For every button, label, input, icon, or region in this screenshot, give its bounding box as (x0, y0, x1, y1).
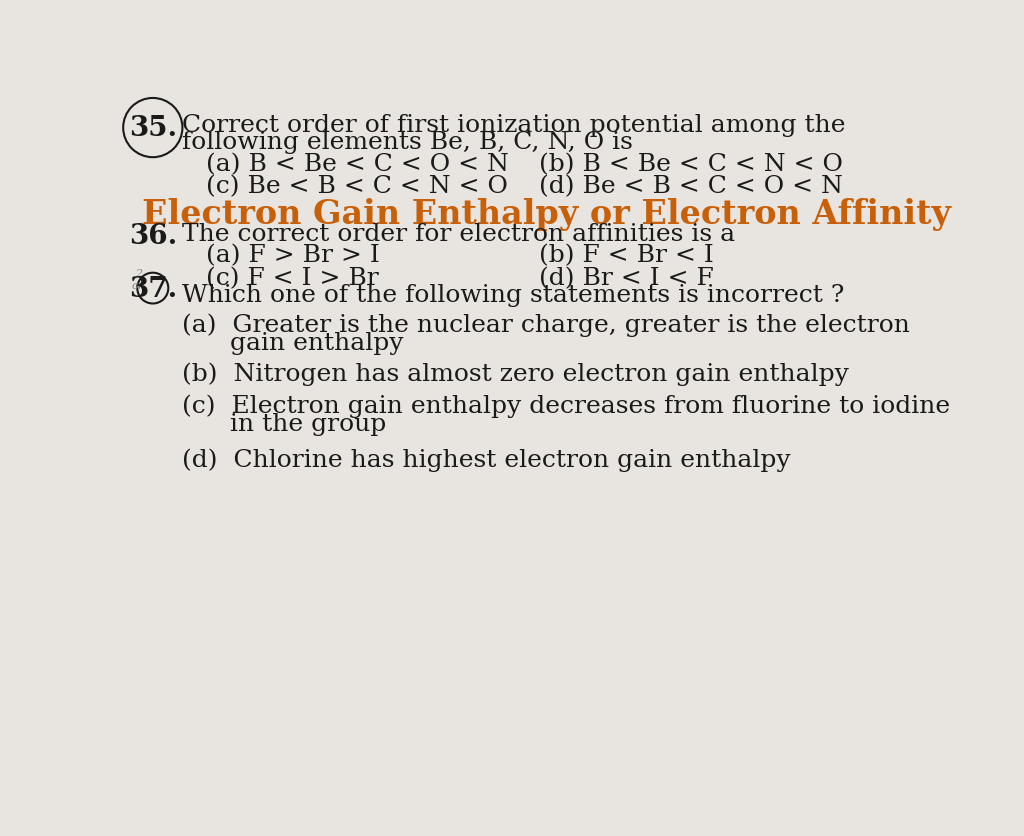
Text: (d) Be < B < C < O < N: (d) Be < B < C < O < N (539, 175, 843, 198)
Text: 36.: 36. (129, 222, 177, 250)
Text: 37.: 37. (129, 275, 177, 303)
Text: 35.: 35. (129, 115, 177, 142)
Text: (c) Be < B < C < N < O: (c) Be < B < C < N < O (206, 175, 507, 198)
Text: (b) F < Br < I: (b) F < Br < I (539, 244, 714, 268)
Text: (c) F < I > Br: (c) F < I > Br (206, 268, 378, 290)
Text: 2
on: 2 on (132, 268, 145, 290)
Text: (d) Br < I < F: (d) Br < I < F (539, 268, 714, 290)
Text: Electron Gain Enthalpy or Electron Affinity: Electron Gain Enthalpy or Electron Affin… (142, 198, 951, 231)
Text: (d)  Chlorine has highest electron gain enthalpy: (d) Chlorine has highest electron gain e… (182, 448, 791, 472)
Text: (b)  Nitrogen has almost zero electron gain enthalpy: (b) Nitrogen has almost zero electron ga… (182, 362, 849, 385)
Text: in the group: in the group (182, 413, 386, 436)
Text: Correct order of first ionization potential among the: Correct order of first ionization potent… (182, 114, 846, 136)
Text: (c)  Electron gain enthalpy decreases from fluorine to iodine: (c) Electron gain enthalpy decreases fro… (182, 394, 950, 418)
Text: (a)  Greater is the nuclear charge, greater is the electron: (a) Greater is the nuclear charge, great… (182, 314, 910, 337)
Text: The correct order for electron affinities is a: The correct order for electron affinitie… (182, 222, 735, 246)
Text: (b) B < Be < C < N < O: (b) B < Be < C < N < O (539, 153, 843, 176)
Text: Which one of the following statements is incorrect ?: Which one of the following statements is… (182, 284, 845, 307)
Text: (a) F > Br > I: (a) F > Br > I (206, 244, 379, 268)
Text: gain enthalpy: gain enthalpy (182, 332, 403, 354)
Text: (a) B < Be < C < O < N: (a) B < Be < C < O < N (206, 153, 508, 176)
Text: following elements Be, B, C, N, O is: following elements Be, B, C, N, O is (182, 131, 633, 154)
